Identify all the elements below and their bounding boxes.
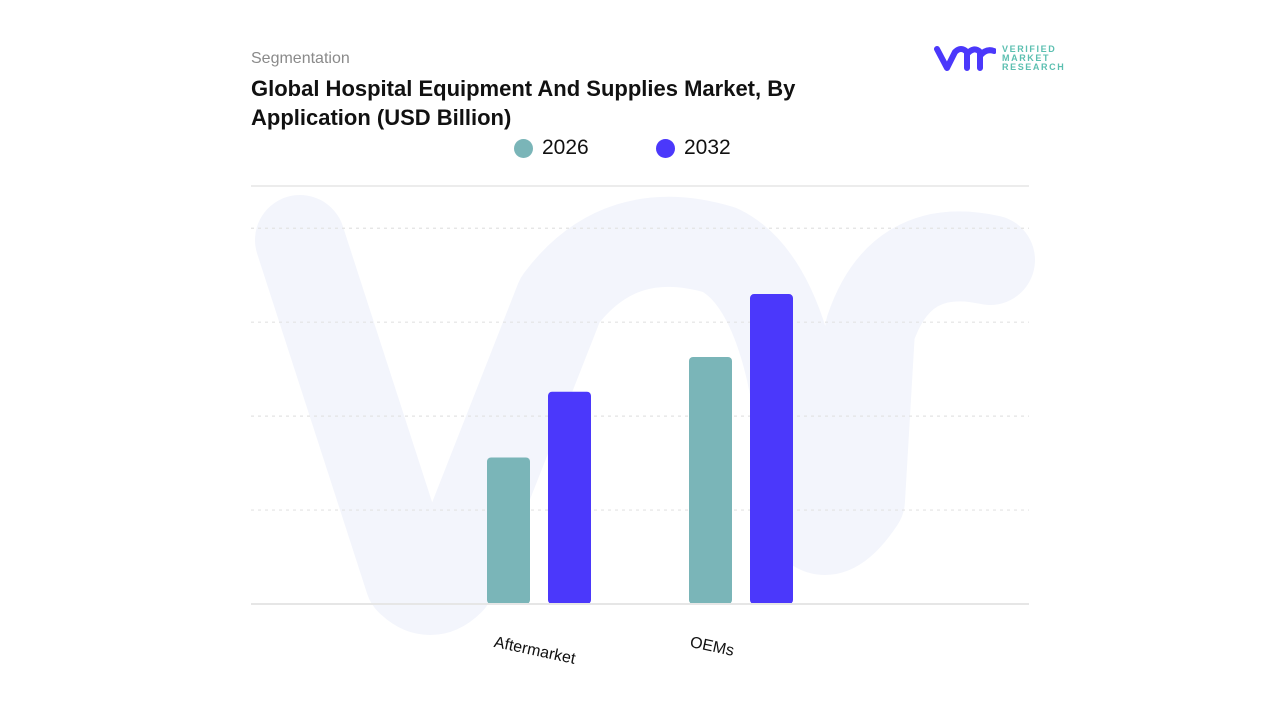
bar-aftermarket-2032 [548, 391, 591, 604]
logo-line: VERIFIED [1002, 43, 1057, 54]
logo-line: MARKET [1002, 52, 1051, 63]
watermark-logo [255, 195, 1035, 635]
bar-oems-2026 [689, 356, 732, 604]
logo-text: VERIFIED MARKET RESEARCH [1002, 43, 1066, 72]
chart-title: Global Hospital Equipment And Supplies M… [251, 76, 796, 130]
legend-item-2032: 2032 [656, 136, 731, 160]
section-label: Segmentation [251, 50, 350, 67]
legend-item-2026: 2026 [514, 136, 589, 160]
vmr-logo-icon [934, 46, 996, 71]
bar-oems-2032 [750, 294, 793, 604]
vmr-logo: VERIFIED MARKET RESEARCH [934, 44, 1065, 72]
legend-swatch-2026 [514, 138, 533, 158]
legend-label: 2032 [684, 136, 731, 159]
legend-swatch-2032 [656, 138, 675, 158]
legend-label: 2026 [542, 136, 589, 159]
logo-line: RESEARCH [1002, 61, 1066, 72]
bar-aftermarket-2026 [487, 457, 530, 604]
